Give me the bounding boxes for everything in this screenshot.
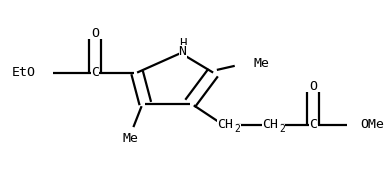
Text: CH: CH	[217, 118, 233, 131]
Text: Me: Me	[253, 57, 269, 70]
Text: 2: 2	[235, 124, 241, 134]
Text: O: O	[91, 27, 99, 40]
Text: CH: CH	[262, 118, 278, 131]
Text: EtO: EtO	[11, 66, 35, 79]
Text: Me: Me	[122, 132, 139, 145]
Text: C: C	[309, 118, 317, 131]
Text: 2: 2	[279, 124, 285, 134]
Text: OMe: OMe	[361, 118, 385, 131]
Text: H: H	[179, 37, 186, 50]
Text: C: C	[91, 66, 99, 79]
Text: O: O	[309, 80, 317, 93]
Text: N: N	[178, 45, 187, 58]
